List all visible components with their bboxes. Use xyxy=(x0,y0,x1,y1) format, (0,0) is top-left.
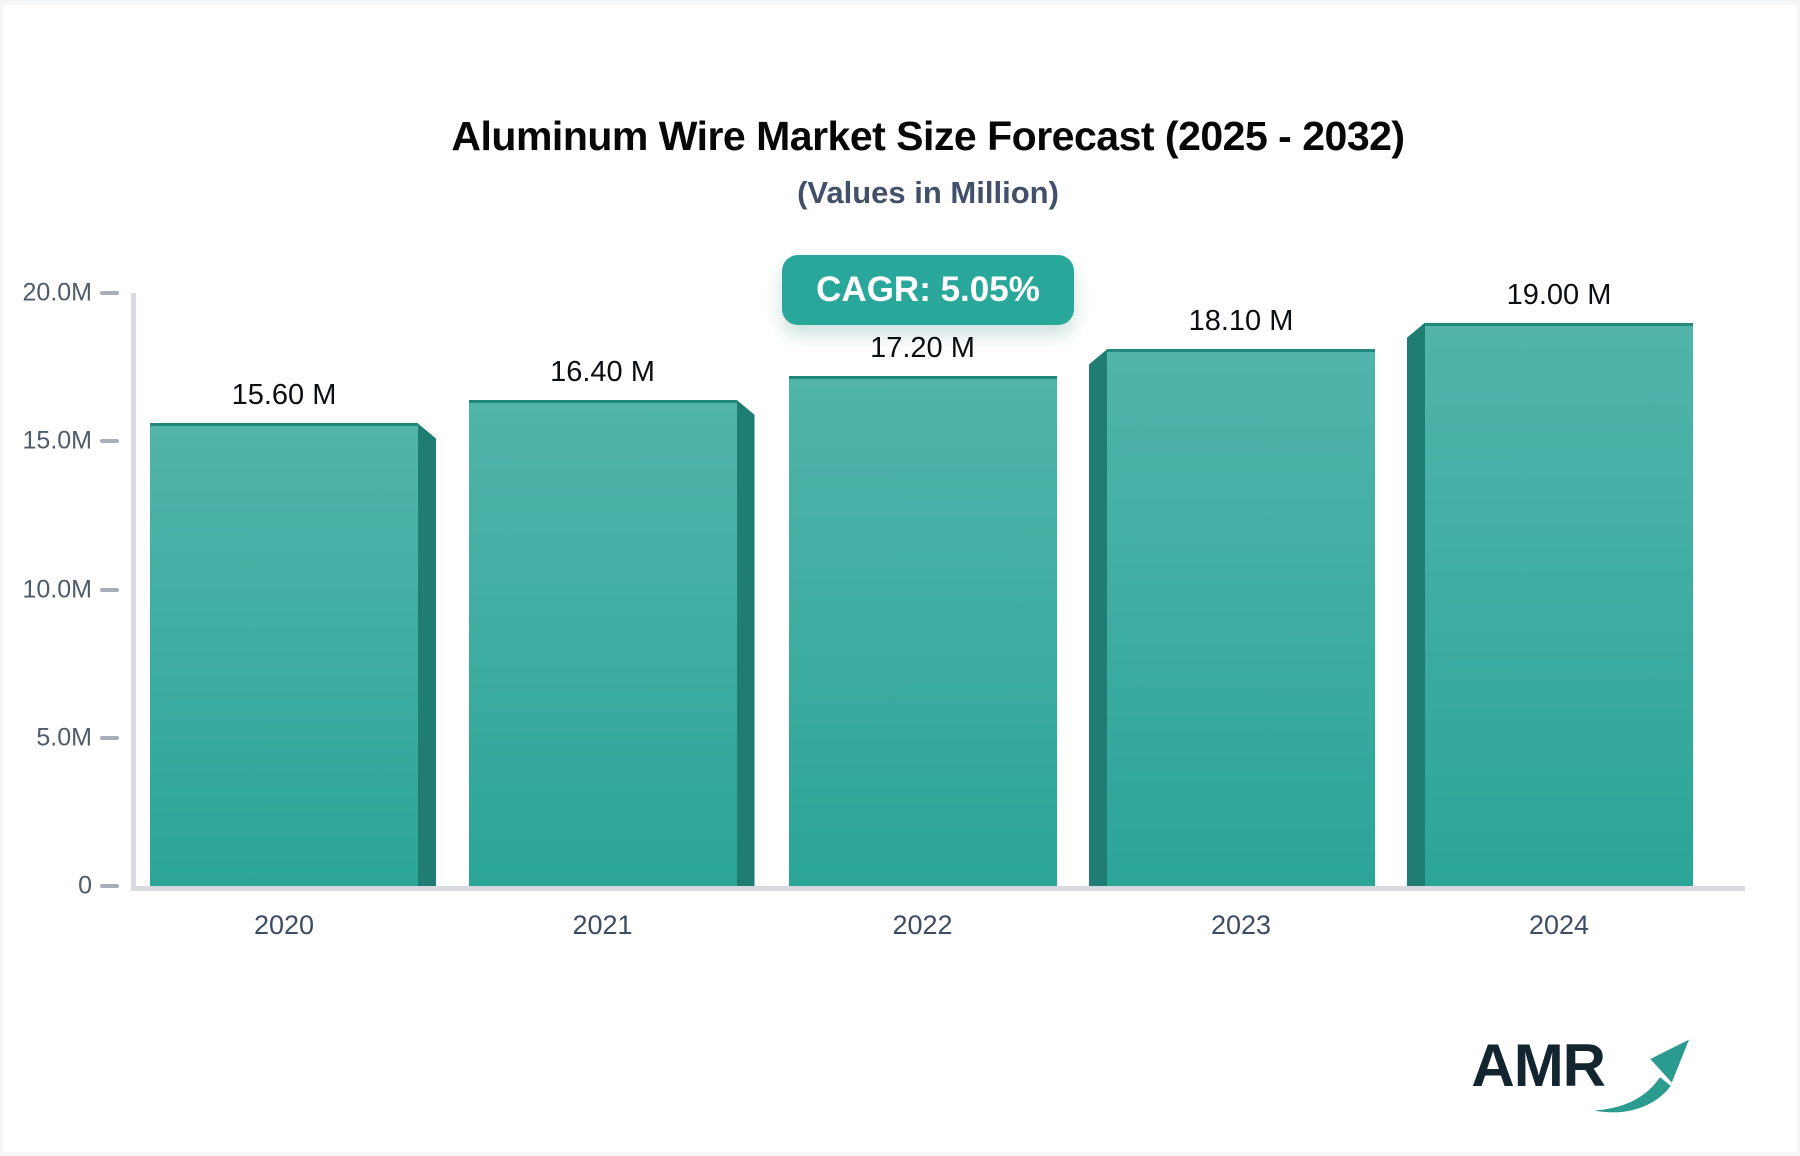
y-tick-mark xyxy=(100,884,119,888)
cagr-badge-row: CAGR: 5.05% xyxy=(53,255,1800,325)
y-axis-line xyxy=(131,293,136,886)
logo-text: AMR xyxy=(1471,1032,1606,1099)
bar-value-label: 18.10 M xyxy=(1188,305,1294,338)
y-tick-mark xyxy=(100,587,119,592)
bar-value-label: 16.40 M xyxy=(550,355,655,388)
chart-title: Aluminum Wire Market Size Forecast (2025… xyxy=(451,113,1405,159)
bar-side-panel xyxy=(418,423,436,886)
y-tick-label: 15.0M xyxy=(22,426,92,455)
bar xyxy=(788,376,1057,886)
bar xyxy=(1107,349,1375,886)
x-tick-label: 2020 xyxy=(253,910,315,940)
bar-value-label: 19.00 M xyxy=(1506,278,1612,311)
cagr-badge: CAGR: 5.05% xyxy=(782,255,1074,325)
bar-value-label: 15.60 M xyxy=(231,379,337,412)
bar-value-label: 17.20 M xyxy=(870,332,975,365)
y-tick-label: 5.0M xyxy=(36,723,92,752)
bar-side-panel xyxy=(1089,349,1107,886)
y-tick-label: 20.0M xyxy=(22,278,92,307)
amr-logo: AMR xyxy=(1471,1033,1701,1117)
chart-card: Aluminum Wire Market Size Forecast (2025… xyxy=(3,5,1797,1152)
x-tick-label: 2021 xyxy=(572,910,633,940)
y-tick-mark xyxy=(100,735,119,740)
y-tick-mark xyxy=(100,439,119,444)
y-tick-mark xyxy=(100,291,119,295)
bar-side-panel xyxy=(1407,322,1425,886)
x-axis-line xyxy=(131,886,1745,891)
y-tick-label: 0 xyxy=(78,871,92,900)
y-tick-label: 10.0M xyxy=(22,575,92,603)
bar xyxy=(150,423,418,886)
x-tick-label: 2022 xyxy=(892,910,953,940)
x-tick-label: 2023 xyxy=(1210,910,1272,940)
growth-arrow-icon xyxy=(1594,1039,1689,1113)
bar-chart-plot-area: 0 5.0M 10.0M 15.0M 20.0M 15.60 M 2020 16.40 M 20… xyxy=(3,5,1797,1152)
bar xyxy=(468,399,737,886)
bar-side-panel xyxy=(736,399,755,886)
x-tick-label: 2024 xyxy=(1528,910,1590,940)
chart-subtitle: (Values in Million) xyxy=(797,175,1059,210)
bar xyxy=(1425,322,1693,886)
